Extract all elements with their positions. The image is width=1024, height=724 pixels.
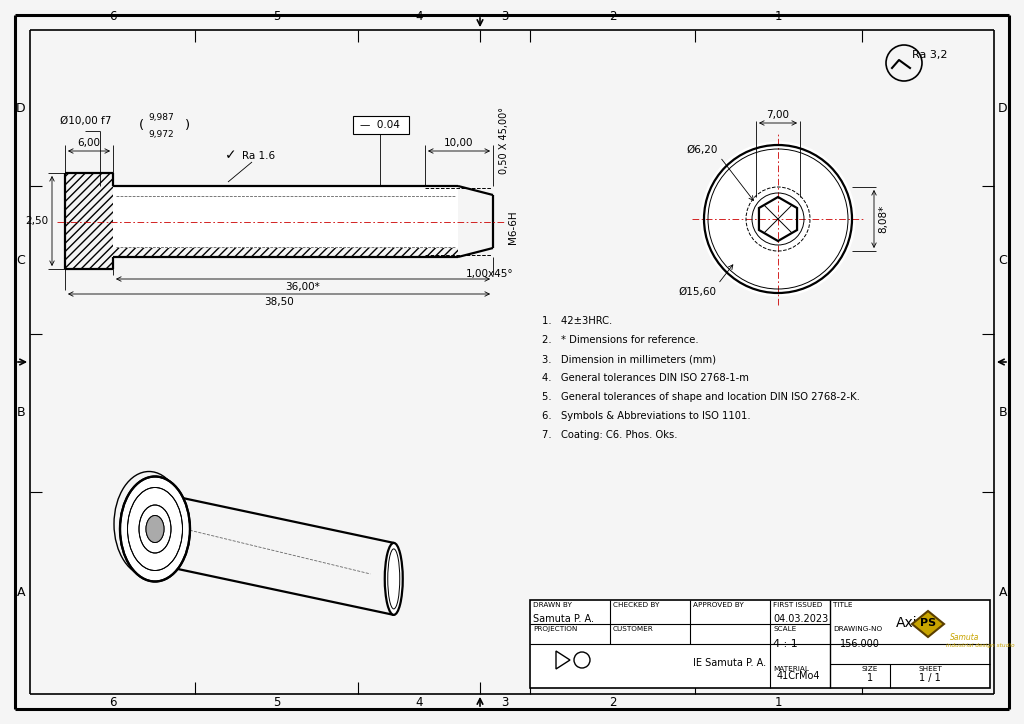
Text: A: A: [998, 586, 1008, 599]
Text: 6: 6: [109, 11, 117, 23]
Bar: [65, 173, 113, 269]
Text: 0,50 X 45,00°: 0,50 X 45,00°: [499, 107, 509, 174]
Text: 2,50: 2,50: [25, 216, 48, 226]
Text: D: D: [16, 101, 26, 114]
Text: 9,972: 9,972: [148, 130, 174, 139]
Text: 41CrMo4: 41CrMo4: [776, 671, 820, 681]
Text: 5.   General tolerances of shape and location DIN ISO 2768-2-K.: 5. General tolerances of shape and locat…: [542, 392, 860, 402]
FancyBboxPatch shape: [353, 116, 409, 134]
Text: D: D: [998, 101, 1008, 114]
Text: ): ): [185, 119, 190, 132]
Text: 4.   General tolerances DIN ISO 2768-1-m: 4. General tolerances DIN ISO 2768-1-m: [542, 373, 749, 383]
Text: 1,00x45°: 1,00x45°: [466, 269, 514, 279]
Text: 2: 2: [608, 696, 616, 710]
Ellipse shape: [146, 515, 164, 542]
Polygon shape: [912, 611, 944, 637]
Text: B: B: [998, 406, 1008, 419]
Ellipse shape: [120, 476, 190, 581]
Text: A: A: [16, 586, 26, 599]
Text: IE Samuta P. A.: IE Samuta P. A.: [693, 658, 767, 668]
Text: 1: 1: [775, 11, 782, 23]
Ellipse shape: [121, 478, 189, 581]
Text: PS: PS: [920, 618, 936, 628]
Text: —  0.04: — 0.04: [360, 120, 400, 130]
Text: 4: 4: [416, 696, 423, 710]
Text: FIRST ISSUED: FIRST ISSUED: [773, 602, 822, 608]
Text: MATERIAL: MATERIAL: [773, 666, 809, 672]
Text: DRAWING-NO: DRAWING-NO: [833, 626, 882, 632]
Bar: [113, 186, 458, 248]
Text: APPROVED BY: APPROVED BY: [693, 602, 743, 608]
Text: CHECKED BY: CHECKED BY: [613, 602, 659, 608]
Text: industrial design studio: industrial design studio: [946, 643, 1015, 648]
Ellipse shape: [146, 515, 164, 542]
Text: SHEET: SHEET: [919, 666, 942, 672]
Text: Ø10,00 f7: Ø10,00 f7: [60, 116, 112, 126]
Text: Ø15,60: Ø15,60: [678, 287, 716, 297]
Text: 1 / 1: 1 / 1: [920, 673, 941, 683]
Text: 6.   Symbols & Abbreviations to ISO 1101.: 6. Symbols & Abbreviations to ISO 1101.: [542, 411, 751, 421]
Text: B: B: [16, 406, 26, 419]
Text: 1.   42±3HRC.: 1. 42±3HRC.: [542, 316, 612, 326]
Text: PROJECTION: PROJECTION: [534, 626, 578, 632]
Text: 36,00*: 36,00*: [286, 282, 321, 292]
Text: 3: 3: [502, 11, 509, 23]
Text: 2.   * Dimensions for reference.: 2. * Dimensions for reference.: [542, 335, 698, 345]
Text: C: C: [998, 253, 1008, 266]
Text: 6: 6: [109, 696, 117, 710]
Text: 7,00: 7,00: [767, 110, 790, 120]
Text: 5: 5: [272, 11, 281, 23]
Text: M6-6H: M6-6H: [508, 210, 518, 244]
Text: 3: 3: [502, 696, 509, 710]
Ellipse shape: [385, 543, 402, 615]
Text: Samuta P. A.: Samuta P. A.: [534, 614, 594, 624]
Text: 156.000: 156.000: [840, 639, 880, 649]
Text: 4: 4: [416, 11, 423, 23]
Text: ✓: ✓: [225, 148, 237, 162]
Text: (: (: [139, 119, 144, 132]
Text: DRAWN BY: DRAWN BY: [534, 602, 571, 608]
Text: 5: 5: [272, 696, 281, 710]
Text: Axis: Axis: [896, 616, 925, 630]
Text: 4 : 1: 4 : 1: [773, 639, 798, 649]
Text: SIZE: SIZE: [862, 666, 879, 672]
Text: SCALE: SCALE: [773, 626, 797, 632]
Text: Ra 1.6: Ra 1.6: [242, 151, 275, 161]
Text: C: C: [16, 253, 26, 266]
Text: CUSTOMER: CUSTOMER: [613, 626, 653, 632]
Bar: [113, 248, 458, 257]
Text: Ra 3,2: Ra 3,2: [912, 50, 947, 60]
Text: Samuta: Samuta: [950, 633, 979, 642]
Text: 1: 1: [775, 696, 782, 710]
Text: 10,00: 10,00: [444, 138, 474, 148]
Bar: [530, 600, 990, 688]
Circle shape: [701, 142, 855, 296]
Text: 04.03.2023: 04.03.2023: [773, 614, 828, 624]
Text: 9,987: 9,987: [148, 113, 174, 122]
Text: Ø6,20: Ø6,20: [687, 145, 718, 155]
Text: 38,50: 38,50: [264, 297, 294, 307]
Text: 8,08*: 8,08*: [878, 205, 888, 233]
Text: 1: 1: [867, 673, 873, 683]
Text: 6,00: 6,00: [78, 138, 100, 148]
Text: 2: 2: [608, 11, 616, 23]
Text: 3.   Dimension in millimeters (mm): 3. Dimension in millimeters (mm): [542, 354, 716, 364]
Text: 7.   Coating: C6. Phos. Oks.: 7. Coating: C6. Phos. Oks.: [542, 430, 678, 440]
Text: TITLE: TITLE: [833, 602, 853, 608]
